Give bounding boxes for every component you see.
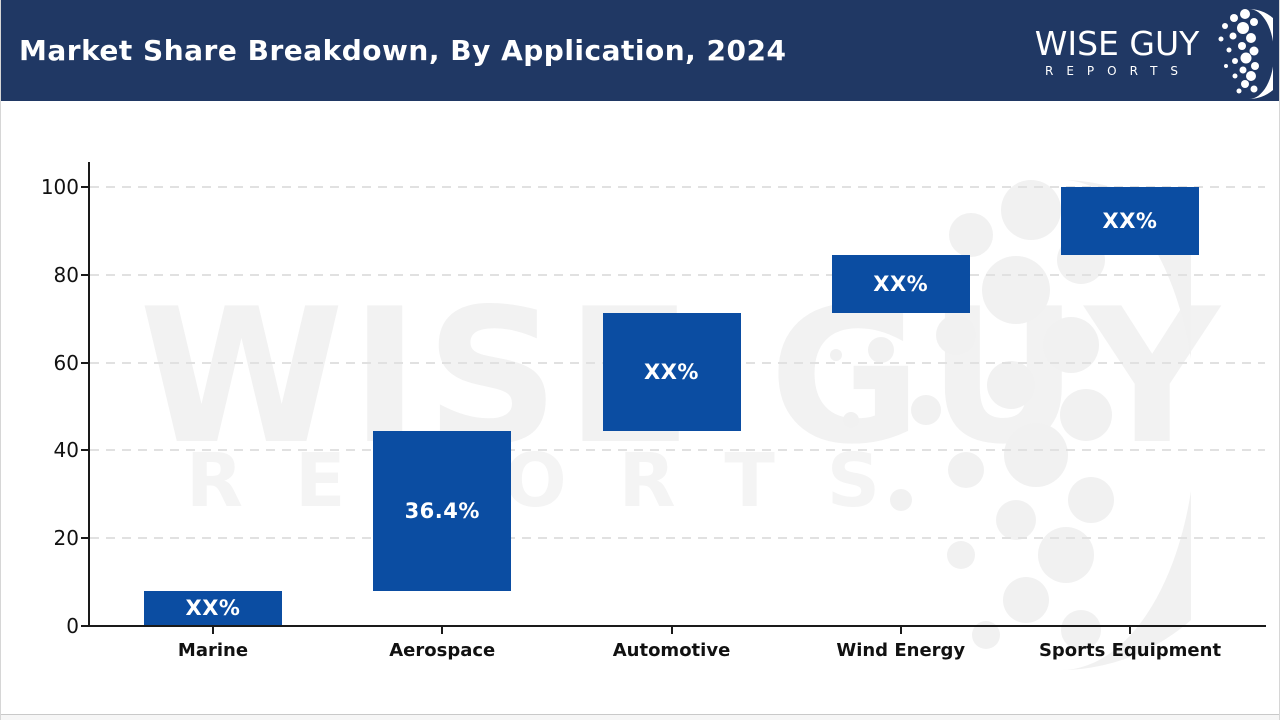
footer-strip: [1, 714, 1279, 720]
x-axis-label-aerospace: Aerospace: [389, 640, 496, 661]
x-axis-line: [88, 625, 1266, 627]
x-axis-tick-4: [899, 627, 902, 634]
header-band: Market Share Breakdown, By Application, …: [1, 0, 1279, 101]
y-axis-label-100: 100: [40, 175, 79, 199]
y-axis-label-20: 20: [53, 526, 79, 551]
y-axis-tick-40: [81, 449, 89, 452]
x-axis-label-automotive: Automotive: [612, 640, 731, 661]
x-axis-tick-1: [212, 627, 214, 634]
y-axis-line: [88, 162, 90, 627]
bar-marine: XX%: [144, 590, 282, 626]
bar-value-label: XX%: [185, 596, 241, 621]
x-axis-label-wind-energy: Wind Energy: [836, 640, 966, 661]
watermark-subtitle: REPORTS: [186, 438, 933, 524]
gridline-20: [90, 537, 1265, 540]
bar-value-label: XX%: [644, 359, 699, 384]
wise-guy-reports-logo: WISE GUY REPORTS: [1023, 4, 1273, 99]
y-axis-label-40: 40: [53, 438, 79, 463]
bar-automotive: XX%: [602, 312, 741, 432]
y-axis-tick-20: [81, 537, 89, 540]
page-title: Market Share Breakdown, By Application, …: [19, 34, 787, 67]
y-axis-label-60: 60: [53, 350, 79, 375]
logo-subtitle: REPORTS: [1045, 64, 1192, 78]
bar-wind-energy: XX%: [831, 255, 970, 313]
dotted-head-icon: [1218, 9, 1273, 99]
y-axis-tick-60: [81, 361, 89, 364]
bar-aerospace: 36.4%: [373, 431, 512, 591]
gridline-100: [90, 186, 1265, 188]
y-axis-tick-80: [81, 273, 89, 276]
x-axis-tick-5: [1129, 627, 1131, 634]
x-axis-label-sports-equipment: Sports Equipment: [1038, 640, 1222, 661]
x-axis-tick-2: [441, 627, 444, 634]
y-axis-label-80: 80: [53, 262, 79, 287]
x-axis-label-marine: Marine: [177, 640, 249, 661]
logo-wordmark: WISE GUY: [1034, 24, 1200, 63]
bar-value-label: XX%: [873, 271, 929, 296]
x-axis-tick-3: [670, 627, 673, 634]
y-axis-tick-0: [81, 625, 89, 627]
y-axis-tick-100: [81, 186, 89, 188]
bar-sports-equipment: XX%: [1061, 187, 1199, 256]
y-axis-label-0: 0: [66, 614, 79, 638]
gridline-40: [90, 449, 1265, 452]
bar-value-label: XX%: [1102, 209, 1158, 234]
bar-value-label: 36.4%: [404, 498, 480, 523]
gridline-80: [90, 273, 1265, 276]
